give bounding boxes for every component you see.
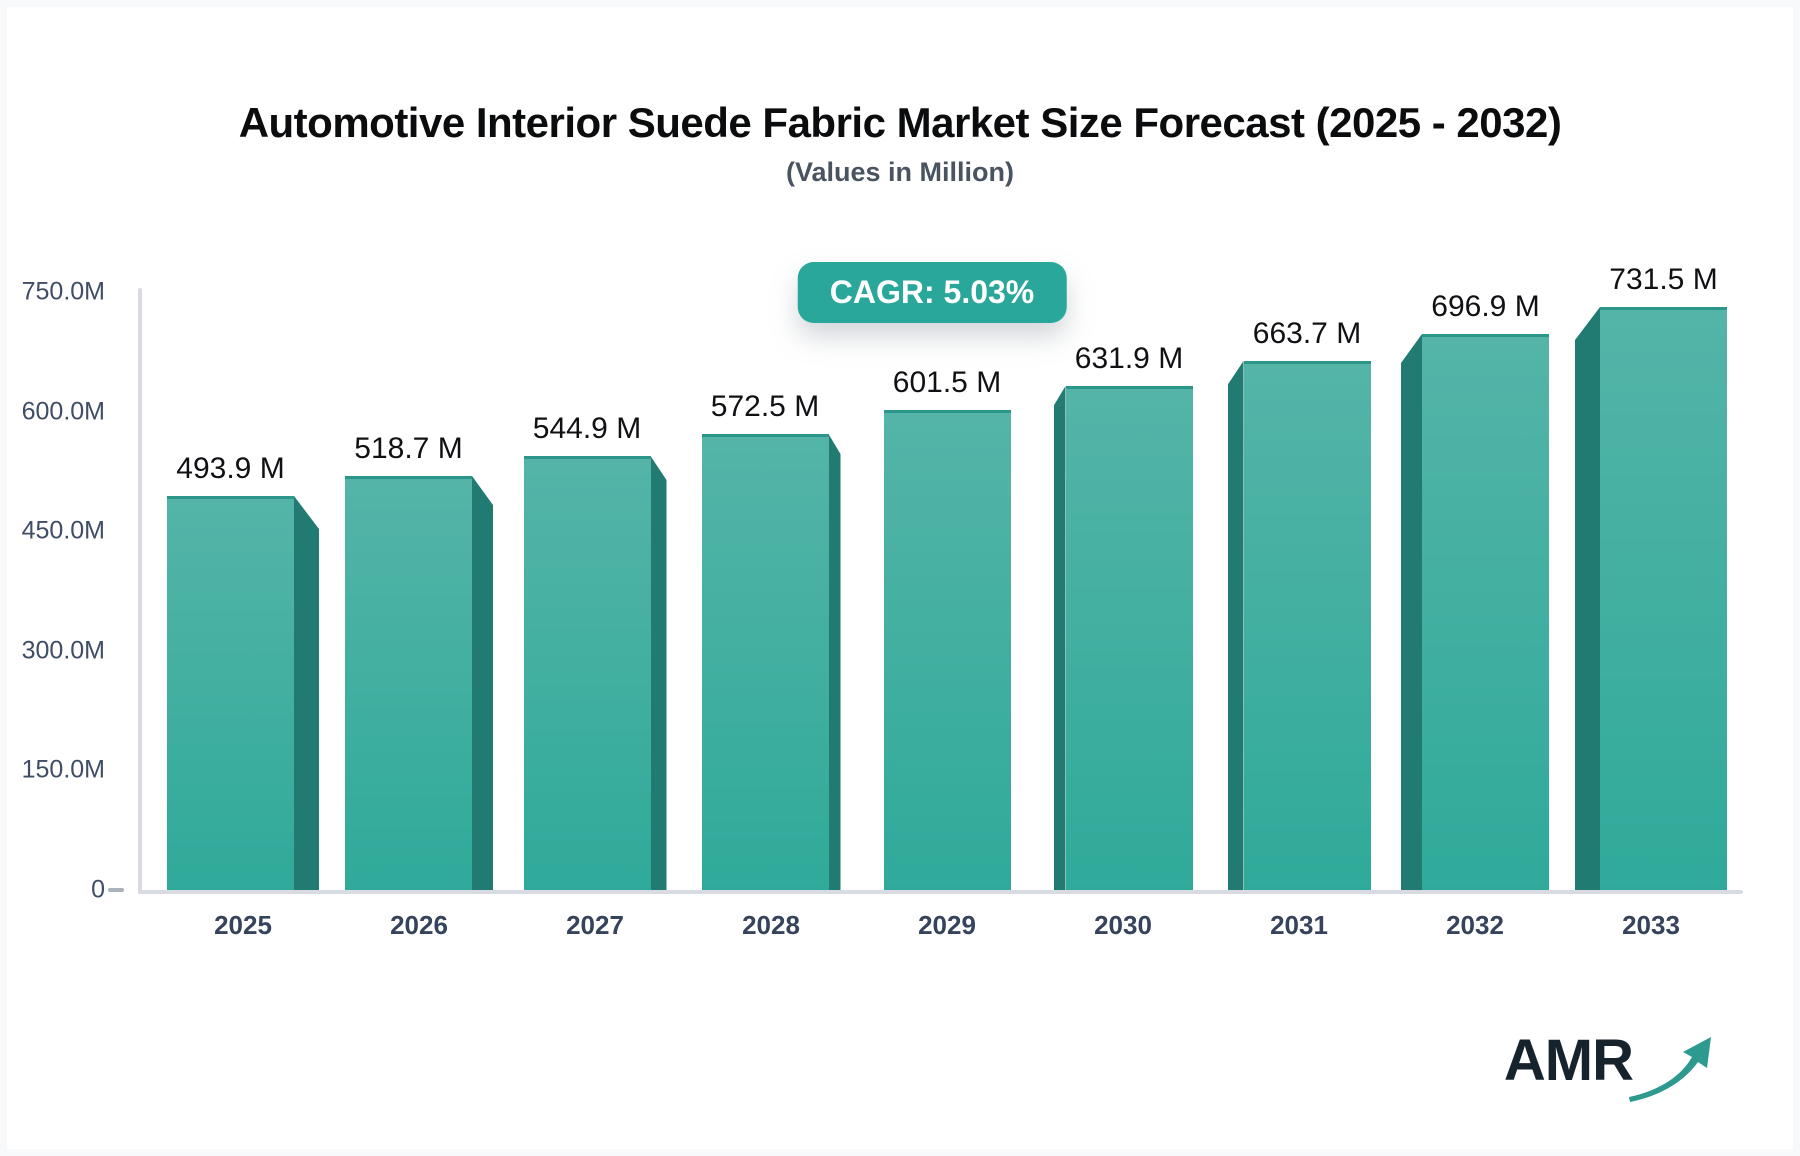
- bar-face: [1600, 307, 1727, 890]
- x-tick-label-2030: 2030: [1094, 910, 1152, 940]
- bar-side-shadow: [472, 476, 493, 890]
- bar-2032: [1401, 334, 1549, 890]
- amr-logo-text: AMR: [1503, 1028, 1634, 1093]
- bar-side-shadow: [1053, 386, 1066, 890]
- x-tick-label-2027: 2027: [566, 910, 624, 940]
- x-axis-line: [138, 890, 1743, 894]
- bar-face: [883, 410, 1011, 890]
- bar-side-shadow: [650, 456, 667, 890]
- chart-subtitle: (Values in Million): [785, 157, 1015, 187]
- x-tick-label-2032: 2032: [1446, 910, 1504, 940]
- y-tick-label: 0: [91, 875, 105, 904]
- cagr-badge: CAGR: 5.03%: [797, 262, 1067, 323]
- bar-2025: [167, 496, 319, 890]
- bar-value-label: 544.9 M: [532, 412, 642, 445]
- bar-2026: [345, 476, 493, 890]
- x-tick-label-2028: 2028: [742, 910, 800, 940]
- bar-value-label: 601.5 M: [892, 366, 1002, 399]
- bar-side-shadow: [1401, 334, 1422, 890]
- growth-arrow-icon: [1629, 1037, 1711, 1102]
- chart-title: Automotive Interior Suede Fabric Market …: [238, 99, 1562, 146]
- bar-face: [523, 456, 651, 890]
- bar-face: [1422, 334, 1549, 890]
- bar-2033: [1575, 307, 1727, 890]
- bar-face: [167, 496, 294, 890]
- y-tick-label: 600.0M: [21, 397, 105, 426]
- zero-tick-mark: [108, 888, 124, 892]
- bar-2028: [701, 434, 841, 890]
- x-tick-label-2033: 2033: [1622, 910, 1680, 940]
- bar-value-label: 518.7 M: [354, 432, 463, 465]
- bar-side-shadow: [828, 434, 841, 890]
- bar-side-shadow: [294, 496, 319, 890]
- y-tick-label: 750.0M: [21, 277, 105, 306]
- x-tick-label-2025: 2025: [214, 910, 272, 940]
- bar-2027: [523, 456, 667, 890]
- bar-face: [1065, 386, 1193, 890]
- bar-value-label: 696.9 M: [1431, 290, 1540, 323]
- y-tick-label: 300.0M: [21, 636, 105, 665]
- y-tick-label: 450.0M: [21, 516, 105, 545]
- x-tick-label-2026: 2026: [390, 910, 448, 940]
- bar-value-label: 572.5 M: [710, 390, 820, 423]
- y-tick-label: 150.0M: [21, 755, 105, 784]
- bar-face: [1243, 361, 1371, 890]
- bar-value-label: 493.9 M: [176, 452, 285, 485]
- bar-value-label: 663.7 M: [1252, 317, 1362, 350]
- bar-value-label: 731.5 M: [1609, 263, 1718, 296]
- bar-face: [345, 476, 472, 890]
- bar-2030: [1053, 386, 1193, 890]
- amr-logo: AMR: [1504, 1032, 1715, 1104]
- bar-2029: [883, 410, 1011, 890]
- bar-side-shadow: [1575, 307, 1600, 890]
- x-tick-label-2029: 2029: [918, 910, 976, 940]
- bar-value-label: 631.9 M: [1074, 342, 1184, 375]
- bar-2031: [1227, 361, 1371, 890]
- y-axis-line: [138, 288, 142, 894]
- bar-side-shadow: [1227, 361, 1244, 890]
- x-tick-label-2031: 2031: [1270, 910, 1328, 940]
- bar-face: [701, 434, 829, 890]
